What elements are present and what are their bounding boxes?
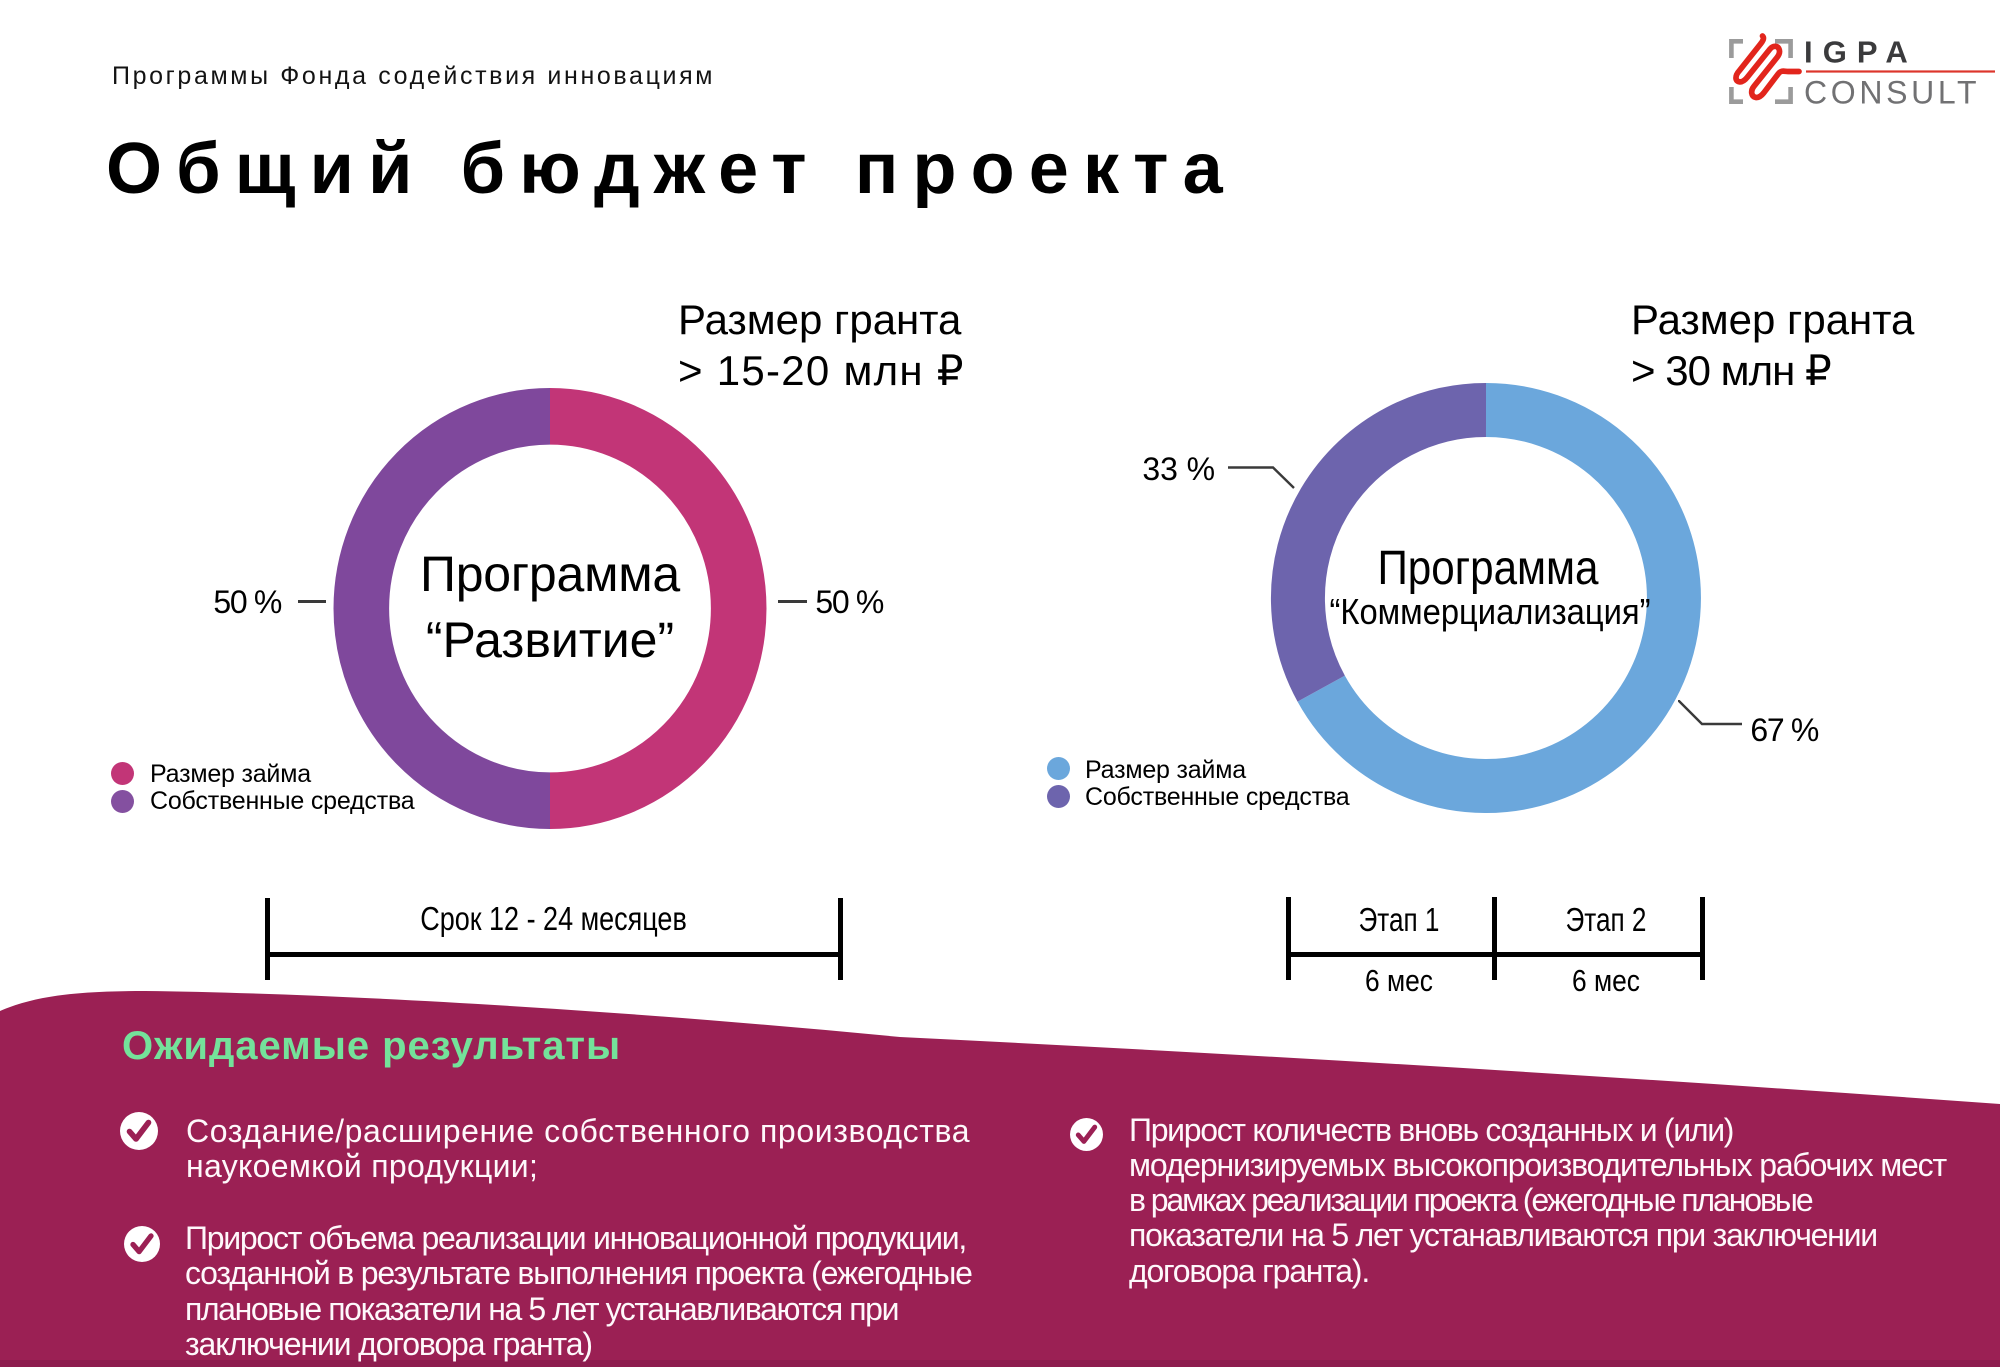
- svg-text:IGPA: IGPA: [1804, 35, 1918, 70]
- svg-text:CONSULT: CONSULT: [1804, 75, 1980, 111]
